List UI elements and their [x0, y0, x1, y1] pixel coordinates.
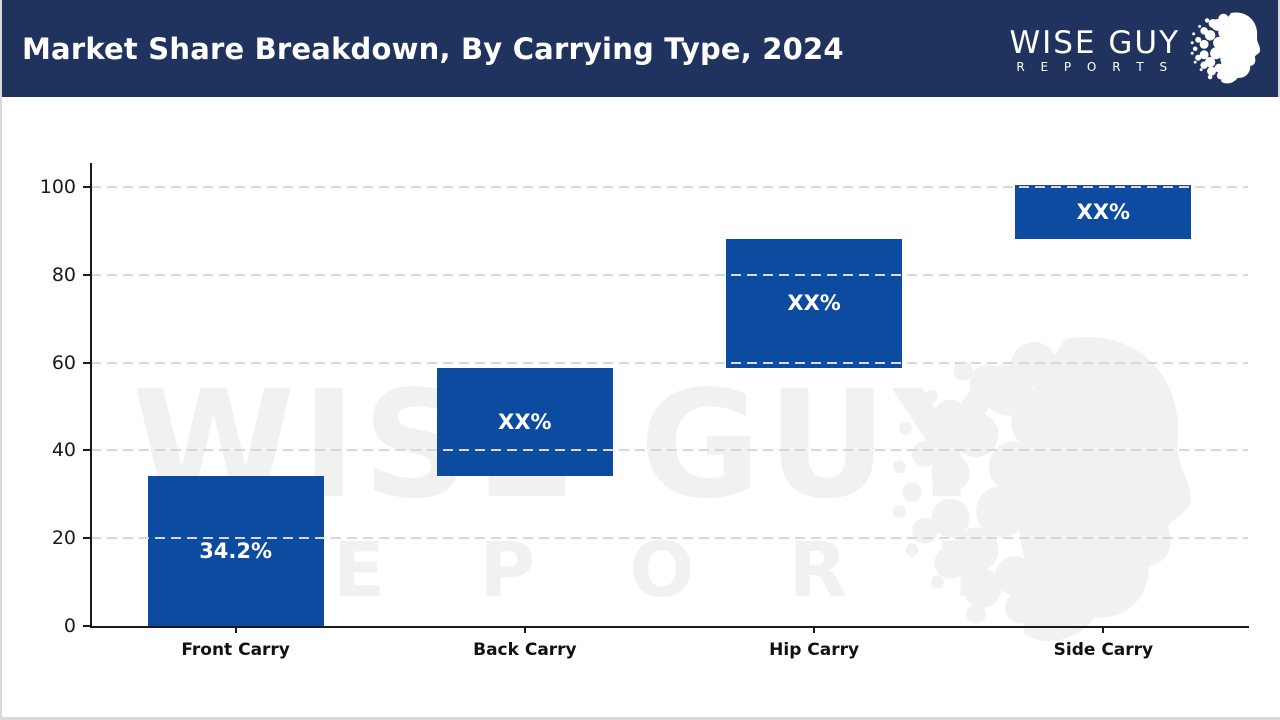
bar-front-carry: [147, 475, 324, 626]
y-axis-spine: [90, 163, 92, 628]
y-tick-mark: [83, 625, 91, 627]
y-tick-mark: [83, 361, 91, 364]
watermark-head-dots-icon: [892, 336, 1191, 642]
logo-text: WISE GUY R E P O R T S: [1009, 27, 1180, 75]
y-tick-label: 20: [51, 527, 76, 550]
x-tick-mark: [1102, 626, 1105, 633]
chart-area: WISE GUY R E P O R T S 34.2% XX% XX% XX% 0 20…: [2, 97, 1280, 717]
bar-value-label: XX%: [1076, 199, 1131, 224]
chart-title: Market Share Breakdown, By Carrying Type…: [22, 31, 844, 66]
head-dots-icon: [1190, 12, 1261, 83]
y-tick-mark: [83, 449, 91, 452]
y-tick-mark: [83, 186, 91, 188]
y-tick-mark: [83, 273, 91, 276]
gridline-40: [91, 449, 1248, 452]
y-tick-label: 80: [51, 263, 76, 286]
gridline-20: [91, 537, 1248, 540]
logo-wordmark: WISE GUY: [1009, 24, 1180, 61]
x-category-label-hip-carry: Hip Carry: [769, 640, 860, 660]
gridline-80: [91, 273, 1248, 276]
bar-value-label: XX%: [787, 291, 841, 316]
y-tick-label: 0: [63, 615, 76, 637]
y-tick-label: 100: [39, 176, 76, 198]
x-axis-spine: [90, 626, 1249, 628]
x-category-label-side-carry: Side Carry: [1053, 640, 1154, 660]
bar-value-label: 34.2%: [199, 538, 273, 563]
bar-value-label: XX%: [498, 409, 552, 434]
bar-side-carry: [1015, 184, 1192, 239]
plot-area: 34.2% XX% XX% XX% 0 20 40 60 80 100 Front Carry Bac…: [40, 176, 1248, 660]
x-tick-mark: [813, 626, 816, 633]
x-category-label-front-carry: Front Carry: [181, 640, 290, 660]
y-tick-mark: [83, 537, 91, 540]
logo-subtitle: R E P O R T S: [1016, 60, 1174, 75]
y-tick-label: 60: [51, 351, 76, 374]
x-tick-mark: [523, 626, 526, 633]
gridline-100: [91, 186, 1248, 188]
header-bar: Market Share Breakdown, By Carrying Type…: [2, 0, 1278, 97]
x-category-label-back-carry: Back Carry: [473, 640, 577, 660]
x-tick-mark: [234, 626, 237, 633]
y-tick-label: 40: [51, 439, 76, 462]
bar-hip-carry: [726, 238, 903, 368]
bar-back-carry: [436, 367, 613, 476]
wiseguy-logo: WISE GUY R E P O R T S: [1009, 10, 1264, 92]
gridline-60: [91, 361, 1248, 364]
